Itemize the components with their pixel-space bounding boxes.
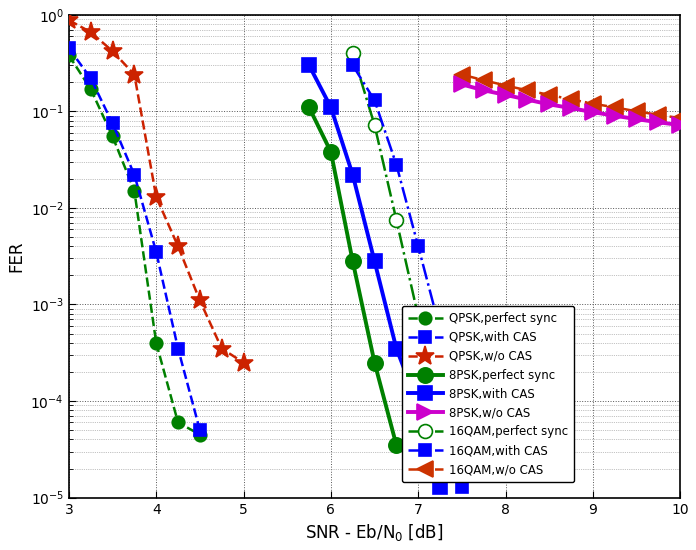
16QAM,perfect sync	[414, 314, 422, 320]
8PSK,with CAS	[393, 345, 401, 352]
16QAM,with CAS	[458, 483, 466, 490]
8PSK,w/o CAS	[567, 105, 575, 112]
QPSK,perfect sync	[65, 52, 73, 59]
8PSK,w/o CAS	[501, 92, 509, 98]
8PSK,w/o CAS	[458, 81, 466, 87]
8PSK,with CAS	[414, 402, 422, 409]
16QAM,w/o CAS	[523, 87, 532, 94]
16QAM,perfect sync	[393, 217, 401, 223]
QPSK,with CAS	[65, 45, 73, 52]
8PSK,perfect sync	[393, 442, 401, 448]
Y-axis label: FER: FER	[7, 240, 25, 272]
QPSK,perfect sync	[109, 133, 117, 140]
Line: 8PSK,with CAS: 8PSK,with CAS	[302, 58, 447, 493]
16QAM,with CAS	[436, 326, 444, 333]
Line: 16QAM,w/o CAS: 16QAM,w/o CAS	[454, 67, 688, 126]
8PSK,perfect sync	[414, 448, 422, 455]
16QAM,w/o CAS	[610, 104, 619, 111]
QPSK,w/o CAS	[196, 297, 204, 304]
Line: QPSK,w/o CAS: QPSK,w/o CAS	[59, 10, 253, 372]
16QAM,with CAS	[414, 243, 422, 250]
QPSK,perfect sync	[86, 86, 95, 92]
QPSK,with CAS	[196, 427, 204, 433]
8PSK,w/o CAS	[523, 96, 532, 103]
QPSK,with CAS	[109, 120, 117, 127]
8PSK,w/o CAS	[589, 109, 597, 116]
QPSK,w/o CAS	[218, 345, 226, 352]
8PSK,perfect sync	[370, 359, 379, 366]
16QAM,w/o CAS	[589, 101, 597, 107]
QPSK,perfect sync	[174, 419, 182, 426]
8PSK,perfect sync	[305, 104, 313, 111]
QPSK,w/o CAS	[174, 243, 182, 250]
QPSK,perfect sync	[130, 188, 139, 194]
QPSK,w/o CAS	[239, 359, 248, 366]
16QAM,w/o CAS	[567, 96, 575, 103]
8PSK,perfect sync	[326, 148, 335, 155]
8PSK,with CAS	[305, 62, 313, 69]
8PSK,with CAS	[349, 172, 357, 178]
8PSK,w/o CAS	[676, 122, 684, 128]
8PSK,with CAS	[326, 104, 335, 111]
Legend: QPSK,perfect sync, QPSK,with CAS, QPSK,w/o CAS, 8PSK,perfect sync, 8PSK,with CAS: QPSK,perfect sync, QPSK,with CAS, QPSK,w…	[402, 306, 574, 482]
Line: 8PSK,w/o CAS: 8PSK,w/o CAS	[454, 77, 688, 133]
16QAM,w/o CAS	[458, 72, 466, 78]
8PSK,w/o CAS	[480, 87, 488, 94]
QPSK,with CAS	[152, 249, 160, 255]
QPSK,w/o CAS	[65, 17, 73, 24]
Line: 16QAM,with CAS: 16QAM,with CAS	[347, 60, 468, 492]
8PSK,with CAS	[370, 258, 379, 265]
Line: QPSK,perfect sync: QPSK,perfect sync	[63, 49, 206, 441]
QPSK,w/o CAS	[109, 48, 117, 54]
8PSK,w/o CAS	[545, 101, 553, 108]
Line: 16QAM,perfect sync: 16QAM,perfect sync	[346, 46, 469, 452]
Line: QPSK,with CAS: QPSK,with CAS	[63, 43, 205, 436]
16QAM,with CAS	[349, 62, 357, 69]
16QAM,perfect sync	[458, 442, 466, 448]
QPSK,perfect sync	[152, 339, 160, 346]
QPSK,w/o CAS	[86, 29, 95, 35]
16QAM,w/o CAS	[654, 112, 663, 118]
16QAM,w/o CAS	[545, 92, 553, 98]
8PSK,with CAS	[436, 483, 444, 490]
16QAM,with CAS	[393, 161, 401, 168]
8PSK,w/o CAS	[610, 112, 619, 119]
8PSK,perfect sync	[349, 258, 357, 265]
16QAM,w/o CAS	[633, 108, 641, 114]
QPSK,w/o CAS	[152, 194, 160, 200]
16QAM,w/o CAS	[501, 82, 509, 89]
QPSK,with CAS	[130, 172, 139, 178]
16QAM,w/o CAS	[480, 77, 488, 84]
QPSK,with CAS	[86, 75, 95, 81]
16QAM,perfect sync	[370, 122, 379, 128]
QPSK,with CAS	[174, 345, 182, 352]
8PSK,w/o CAS	[654, 119, 663, 125]
16QAM,w/o CAS	[676, 115, 684, 122]
X-axis label: SNR - Eb/N$_0$ [dB]: SNR - Eb/N$_0$ [dB]	[306, 522, 444, 543]
16QAM,perfect sync	[436, 390, 444, 397]
QPSK,perfect sync	[196, 431, 204, 438]
16QAM,with CAS	[370, 97, 379, 103]
8PSK,w/o CAS	[633, 116, 641, 123]
QPSK,w/o CAS	[130, 72, 139, 78]
16QAM,perfect sync	[349, 50, 357, 57]
Line: 8PSK,perfect sync: 8PSK,perfect sync	[301, 100, 426, 459]
